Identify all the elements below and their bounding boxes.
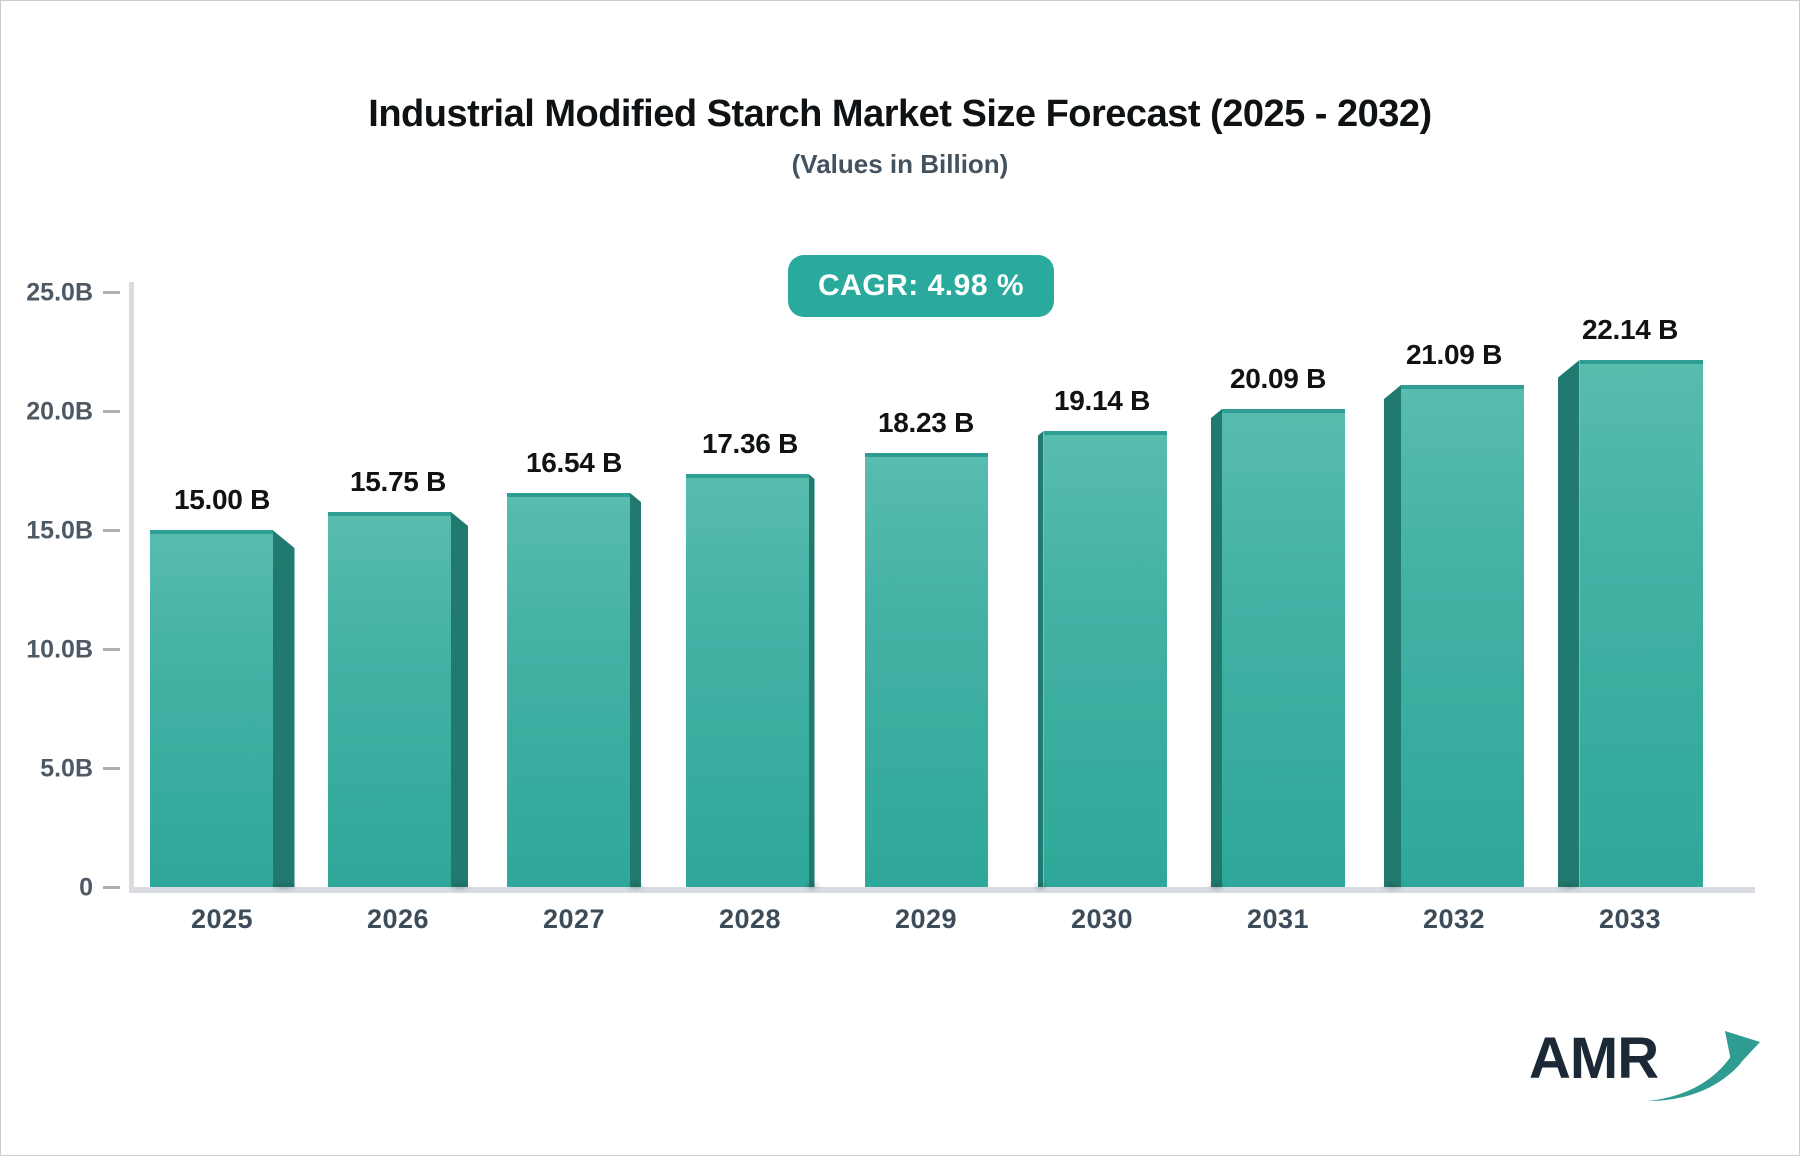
bar-group-2028: 17.36 B <box>662 287 838 892</box>
bar-value-label: 20.09 B <box>1230 363 1326 394</box>
bar-group-2032: 21.09 B <box>1366 287 1542 892</box>
bar-value-label: 22.14 B <box>1582 314 1678 345</box>
y-tick-label: 20.0B <box>26 397 93 426</box>
y-tick-dash <box>103 648 120 651</box>
bar-value-label: 16.54 B <box>526 447 622 478</box>
bar-value-label: 17.36 B <box>702 428 798 459</box>
y-tick-label: 10.0B <box>26 635 93 664</box>
bar-side-shade <box>1384 385 1401 887</box>
bar-3d <box>328 512 475 892</box>
x-axis-label-2033: 2033 <box>1598 904 1662 934</box>
bar-face <box>864 453 988 887</box>
bar-3d <box>685 474 822 892</box>
y-tick-dash <box>103 767 120 770</box>
bar-face <box>1043 431 1167 887</box>
x-axis-baseline <box>129 887 1755 893</box>
bar-3d <box>1030 431 1167 892</box>
y-tick-dash <box>103 410 120 413</box>
bar-face <box>328 512 451 887</box>
x-axis-label-2032: 2032 <box>1422 904 1486 934</box>
bar-3d <box>1377 385 1524 892</box>
amr-logo-text: AMR <box>1529 1026 1659 1091</box>
bar-group-2025: 15.00 B <box>134 287 310 892</box>
growth-arrow-icon <box>1648 1031 1761 1101</box>
x-axis-labels: 2025 2026 2027 2028 2029 2030 2031 2032 2033 <box>134 904 1718 935</box>
bar-face <box>685 474 809 887</box>
bar-face <box>1401 385 1524 887</box>
bar-group-2027: 16.54 B <box>486 287 662 892</box>
bar-group-2026: 15.75 B <box>310 287 486 892</box>
bars-row: 15.00 B 15.75 B 16.54 B 17.36 B 18.23 B 19.14… <box>134 287 1718 892</box>
bar-3d <box>864 453 988 887</box>
bar-value-label: 19.14 B <box>1054 385 1150 416</box>
bar-face <box>1579 360 1703 887</box>
chart-title: Industrial Modified Starch Market Size F… <box>368 93 1432 135</box>
x-axis-label-2028: 2028 <box>718 904 782 934</box>
bar-group-2033: 22.14 B <box>1542 287 1718 892</box>
y-tick-label: 15.0B <box>26 516 93 545</box>
bar-side-shade <box>630 493 641 887</box>
bar-face <box>507 493 630 887</box>
cagr-badge: CAGR: 4.98 % <box>787 255 1055 317</box>
bar-side-shade <box>451 512 468 887</box>
y-tick-label: 5.0B <box>40 754 93 783</box>
bar-3d <box>1204 409 1345 892</box>
x-axis-label-2031: 2031 <box>1246 904 1310 934</box>
bar-side-shade <box>1211 409 1222 887</box>
y-tick-dash <box>103 886 120 889</box>
bar-value-label: 18.23 B <box>878 407 974 438</box>
bar-group-2031: 20.09 B <box>1190 287 1366 892</box>
x-axis-label-2026: 2026 <box>366 904 430 934</box>
bar-value-label: 15.75 B <box>350 466 446 497</box>
bar-side-shade <box>1557 360 1580 887</box>
x-axis-label-2025: 2025 <box>190 904 254 934</box>
y-tick-dash <box>103 529 120 532</box>
x-axis-label-2027: 2027 <box>542 904 606 934</box>
bar-side-shade <box>272 530 295 887</box>
x-axis-label-2029: 2029 <box>894 904 958 934</box>
bar-face <box>1222 409 1345 887</box>
bar-side-shade <box>1037 431 1044 887</box>
bar-side-shade <box>808 474 815 887</box>
chart-subtitle: (Values in Billion) <box>791 149 1009 179</box>
y-tick-dash <box>103 291 120 294</box>
bar-group-2030: 19.14 B <box>1014 287 1190 892</box>
x-axis-label-2030: 2030 <box>1070 904 1134 934</box>
y-tick-label: 25.0B <box>26 278 93 307</box>
bar-3d <box>507 493 648 892</box>
y-axis-line <box>129 282 134 893</box>
bar-group-2029: 18.23 B <box>838 287 1014 887</box>
amr-logo: AMR <box>1529 1027 1764 1105</box>
y-tick-label: 0 <box>79 873 93 902</box>
bar-value-label: 15.00 B <box>174 484 270 515</box>
bar-face <box>149 530 273 887</box>
bar-3d <box>149 530 302 892</box>
bar-3d <box>1550 360 1703 892</box>
bar-value-label: 21.09 B <box>1406 339 1502 370</box>
